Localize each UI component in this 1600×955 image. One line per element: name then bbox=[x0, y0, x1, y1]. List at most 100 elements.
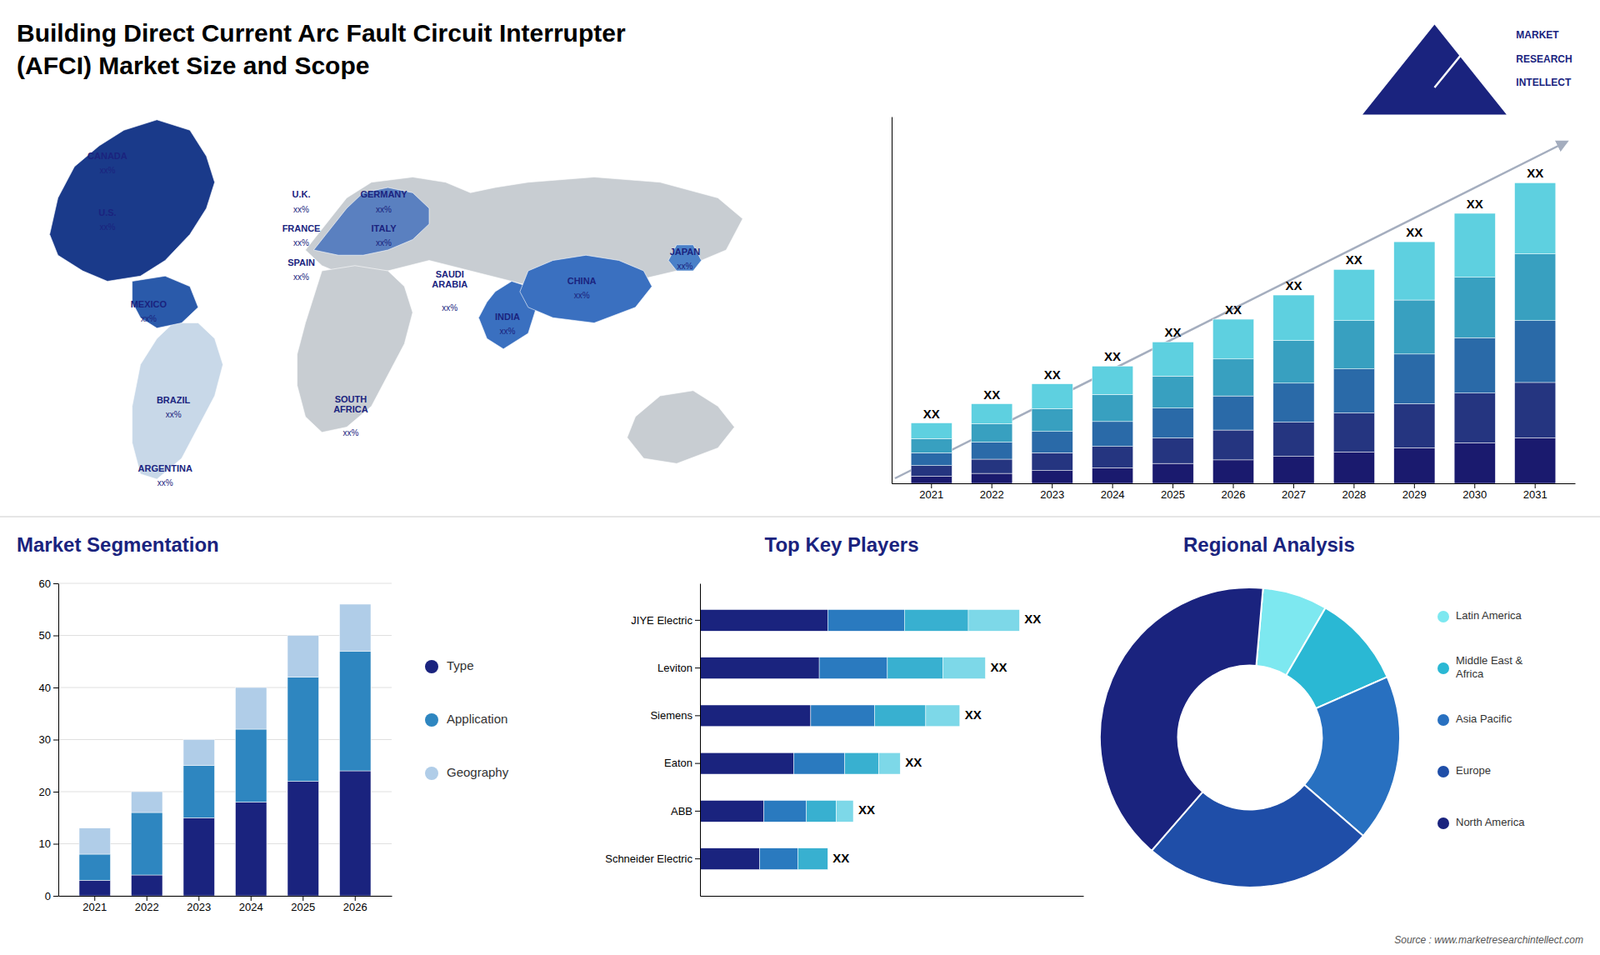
bar-segment bbox=[925, 705, 960, 727]
bar-segment bbox=[700, 705, 811, 727]
tick-mark bbox=[198, 895, 200, 901]
legend-label: Middle East &Africa bbox=[1455, 655, 1524, 681]
title-line: Building Direct Current Arc Fault Circui… bbox=[16, 19, 626, 47]
bar-segment bbox=[1394, 404, 1435, 449]
tick: 2021 bbox=[82, 895, 107, 914]
bar-segment bbox=[845, 752, 880, 775]
bar-chart: XXXXXXXXXXXXJIYE ElectricLevitonSiemensE… bbox=[605, 584, 1084, 897]
tick-label: 30 bbox=[39, 733, 51, 746]
tick-mark bbox=[53, 635, 59, 637]
bar-segment bbox=[904, 609, 969, 631]
y-axis bbox=[891, 117, 893, 485]
map-value-label: xx% bbox=[293, 272, 310, 282]
bar-annotation: XX bbox=[1044, 367, 1061, 382]
tick-mark bbox=[53, 583, 59, 585]
tick-label: 2022 bbox=[135, 900, 160, 914]
legend-swatch bbox=[425, 660, 439, 674]
bar-segment bbox=[79, 854, 111, 880]
legend-swatch bbox=[1437, 714, 1450, 726]
map-value-label: xx% bbox=[99, 222, 115, 232]
map-label: CANADA bbox=[87, 150, 128, 160]
bar-segment bbox=[836, 800, 854, 822]
bar-segment bbox=[1152, 408, 1194, 439]
legend-label: Europe bbox=[1455, 764, 1491, 777]
tick-label: Schneider Electric bbox=[605, 852, 693, 865]
bar-segment bbox=[1515, 382, 1556, 439]
bar-segment bbox=[1091, 421, 1133, 447]
text-line: ITALY bbox=[371, 223, 398, 234]
tick-label: 2028 bbox=[1341, 488, 1366, 501]
bar-annotation: XX bbox=[832, 850, 850, 865]
bar-segment bbox=[1273, 383, 1315, 423]
bar-segment bbox=[971, 423, 1013, 442]
bar-segment bbox=[1454, 442, 1495, 484]
bar-segment bbox=[700, 848, 760, 870]
bar-segment bbox=[131, 875, 164, 896]
map-label: U.K. bbox=[292, 189, 311, 200]
tick-label: Siemens bbox=[650, 709, 693, 722]
tick: 2022 bbox=[980, 483, 1005, 501]
map-value-label: xx% bbox=[293, 238, 310, 248]
bar-segment bbox=[1454, 337, 1495, 394]
tick: 2024 bbox=[1100, 483, 1125, 501]
tick-mark bbox=[1414, 483, 1415, 489]
bar-segment bbox=[235, 802, 268, 897]
tick: 10 bbox=[39, 837, 59, 850]
source-text: Source : www.marketresearchintellect.com bbox=[1394, 934, 1584, 946]
tick-mark bbox=[695, 620, 700, 621]
tick-mark bbox=[930, 483, 932, 489]
tick: 2026 bbox=[343, 895, 368, 914]
bar-segment bbox=[1454, 277, 1495, 338]
tick: 60 bbox=[39, 577, 59, 590]
bar-segment bbox=[793, 752, 845, 775]
text-line: North America bbox=[1455, 815, 1525, 829]
bar-segment bbox=[700, 752, 794, 775]
tick-mark bbox=[695, 715, 700, 716]
map-value-label: xx% bbox=[157, 478, 174, 488]
map-label: JAPAN bbox=[670, 246, 701, 257]
legend: TypeApplicationGeography bbox=[425, 658, 510, 780]
trend-arrow bbox=[895, 141, 1567, 479]
tick-label: 10 bbox=[39, 837, 51, 850]
bar-segment bbox=[1333, 320, 1375, 370]
bar-segment bbox=[1333, 413, 1375, 453]
bar-segment bbox=[827, 848, 829, 870]
bar-segment bbox=[1031, 431, 1073, 454]
legend-swatch bbox=[425, 766, 439, 780]
map-label: ARGENTINA bbox=[138, 462, 193, 473]
bar-segment bbox=[1515, 437, 1556, 484]
bar-segment bbox=[910, 438, 952, 453]
map-shape bbox=[50, 120, 215, 282]
tick: 2021 bbox=[919, 483, 944, 501]
bar-annotation: XX bbox=[1024, 611, 1041, 626]
bar-segment bbox=[806, 800, 837, 822]
legend-swatch bbox=[1437, 662, 1450, 675]
bar-segment bbox=[1212, 430, 1254, 460]
tick-label: 2031 bbox=[1523, 488, 1548, 501]
tick-mark bbox=[991, 483, 993, 489]
bar-segment bbox=[819, 657, 888, 680]
bar-segment bbox=[1515, 254, 1556, 321]
tick: 30 bbox=[39, 733, 59, 746]
bar-annotation: XX bbox=[965, 707, 982, 722]
map-shape bbox=[313, 187, 430, 255]
bar-segment bbox=[1212, 359, 1254, 396]
text-line: CANADA bbox=[87, 150, 128, 160]
map-shape bbox=[627, 390, 735, 465]
map-label: INDIA bbox=[495, 311, 520, 322]
bar-segment bbox=[1091, 446, 1133, 469]
logo-shape bbox=[1362, 25, 1507, 115]
legend-label: Latin America bbox=[1455, 609, 1523, 622]
map-value-label: xx% bbox=[574, 290, 590, 300]
tick-mark bbox=[1535, 483, 1536, 489]
tick-mark bbox=[1233, 483, 1235, 489]
bar-annotation: XX bbox=[983, 387, 1000, 402]
bar-segment bbox=[1031, 408, 1073, 431]
map-value-label: xx% bbox=[140, 314, 157, 324]
tick-label: 40 bbox=[39, 681, 51, 695]
bar-segment bbox=[910, 475, 952, 484]
tick-mark bbox=[94, 895, 95, 901]
bar-segment bbox=[1212, 319, 1254, 360]
tick: 2022 bbox=[135, 895, 160, 914]
tick-label: 2027 bbox=[1281, 488, 1306, 501]
